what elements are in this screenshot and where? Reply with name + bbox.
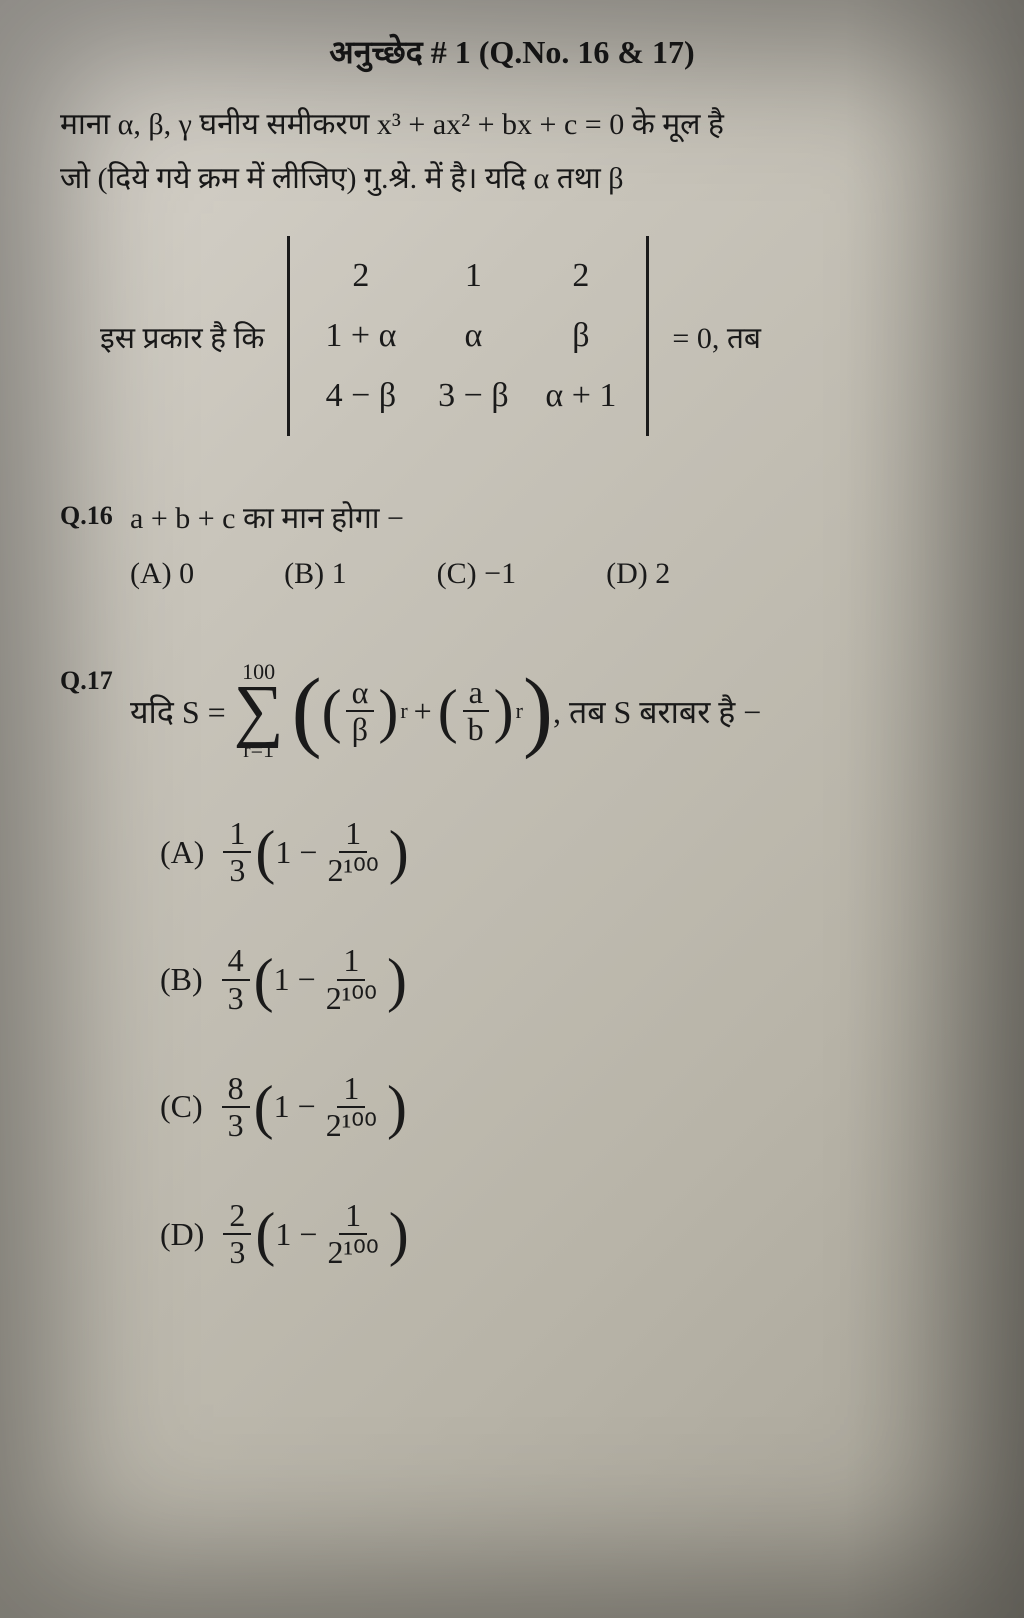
- q17-opt-d-label: (D): [160, 1216, 204, 1253]
- coef-top: 8: [222, 1071, 250, 1108]
- q16-label: Q.16: [60, 501, 130, 531]
- paren-open: (: [254, 956, 274, 1004]
- one: 1 −: [275, 1216, 317, 1253]
- coef-bot: 3: [223, 1235, 251, 1270]
- cell-r1c1: 2: [352, 257, 369, 295]
- q16-option-b: (B) 1: [284, 557, 347, 591]
- inner-bot: 2¹⁰⁰: [320, 981, 383, 1016]
- q17-opt-c-label: (C): [160, 1088, 203, 1125]
- paren-close: ): [389, 828, 409, 876]
- inner-bot: 2¹⁰⁰: [320, 1108, 383, 1143]
- big-paren-open: (: [292, 675, 322, 747]
- cell-r3c1: 4 − β: [326, 377, 396, 415]
- q16-option-a: (A) 0: [130, 557, 194, 591]
- q17-opt-a-label: (A): [160, 834, 204, 871]
- med-paren-open-1: (: [322, 687, 342, 735]
- q17-formula: यदि S = 100 ∑ r=1 ( ( α β ) r + ( a b ) …: [130, 661, 964, 761]
- q17-opt-d-coef: 2 3: [223, 1198, 251, 1270]
- paren-open: (: [255, 828, 275, 876]
- coef-bot: 3: [222, 981, 250, 1016]
- q17-option-c: (C) 8 3 ( 1 − 1 2¹⁰⁰ ): [160, 1071, 964, 1143]
- frac2-top: a: [463, 675, 489, 712]
- q17-option-b: (B) 4 3 ( 1 − 1 2¹⁰⁰ ): [160, 943, 964, 1015]
- paren-close: ): [389, 1210, 409, 1258]
- paren-close: ): [387, 956, 407, 1004]
- inner-bot: 2¹⁰⁰: [321, 853, 384, 888]
- big-paren-close: ): [523, 675, 553, 747]
- med-paren-open-2: (: [438, 687, 458, 735]
- q17-opt-d-inner: 1 2¹⁰⁰: [321, 1198, 384, 1270]
- cell-r3c3: α + 1: [545, 377, 616, 415]
- det-left-bar: [287, 236, 290, 436]
- fraction-1: α β: [346, 675, 375, 747]
- one: 1 −: [274, 961, 316, 998]
- q16-options: (A) 0 (B) 1 (C) −1 (D) 2: [130, 557, 964, 591]
- q17-option-d: (D) 2 3 ( 1 − 1 2¹⁰⁰ ): [160, 1198, 964, 1270]
- q17-opt-c-coef: 8 3: [222, 1071, 250, 1143]
- question-16: Q.16 a + b + c का मान होगा − (A) 0 (B) 1…: [60, 496, 964, 591]
- sum-lower: r=1: [243, 739, 274, 761]
- q17-suffix: , तब S बराबर है −: [553, 690, 761, 733]
- det-suffix-text: = 0, तब: [672, 316, 761, 357]
- coef-top: 1: [223, 816, 251, 853]
- intro-line-2: जो (दिये गये क्रम में लीजिए) गु.श्रे. मे…: [60, 162, 624, 195]
- frac1-top: α: [346, 675, 375, 712]
- q16-text: a + b + c का मान होगा −: [130, 496, 964, 537]
- inner-top: 1: [339, 816, 367, 853]
- inner-top: 1: [339, 1198, 367, 1235]
- med-paren-close-1: ): [378, 687, 398, 735]
- q16-option-c: (C) −1: [437, 557, 516, 591]
- summation-block: 100 ∑ r=1: [234, 661, 284, 761]
- coef-bot: 3: [222, 1108, 250, 1143]
- cell-r1c3: 2: [572, 257, 589, 295]
- sigma-icon: ∑: [234, 683, 284, 739]
- determinant-expression: इस प्रकार है कि 2 1 2 1 + α α β 4 − β 3 …: [100, 236, 964, 436]
- fraction-2: a b: [462, 675, 490, 747]
- passage-title: अनुच्छेद # 1 (Q.No. 16 & 17): [60, 30, 964, 73]
- coef-bot: 3: [223, 853, 251, 888]
- cell-r1c2: 1: [465, 257, 482, 295]
- q17-opt-a-coef: 1 3: [223, 816, 251, 888]
- cell-r3c2: 3 − β: [438, 377, 508, 415]
- one: 1 −: [275, 834, 317, 871]
- coef-top: 2: [223, 1198, 251, 1235]
- paren-open: (: [254, 1083, 274, 1131]
- question-17: Q.17 यदि S = 100 ∑ r=1 ( ( α β ) r + ( a…: [60, 661, 964, 1326]
- determinant: 2 1 2 1 + α α β 4 − β 3 − β α + 1: [279, 236, 657, 436]
- paren-close: ): [387, 1083, 407, 1131]
- intro-paragraph: माना α, β, γ घनीय समीकरण x³ + ax² + bx +…: [60, 98, 964, 206]
- inner-bot: 2¹⁰⁰: [321, 1235, 384, 1270]
- intro-line-1: माना α, β, γ घनीय समीकरण x³ + ax² + bx +…: [60, 108, 724, 141]
- inner-top: 1: [337, 943, 365, 980]
- cell-r2c1: 1 + α: [325, 317, 396, 355]
- exponent-1: r: [400, 698, 407, 724]
- med-paren-close-2: ): [494, 687, 514, 735]
- q17-opt-b-label: (B): [160, 961, 203, 998]
- q17-opt-b-coef: 4 3: [222, 943, 250, 1015]
- q17-opt-c-inner: 1 2¹⁰⁰: [320, 1071, 383, 1143]
- q17-opt-b-inner: 1 2¹⁰⁰: [320, 943, 383, 1015]
- matrix-grid: 2 1 2 1 + α α β 4 − β 3 − β α + 1: [298, 246, 638, 426]
- exponent-2: r: [516, 698, 523, 724]
- coef-top: 4: [222, 943, 250, 980]
- one: 1 −: [274, 1088, 316, 1125]
- frac1-bot: β: [346, 712, 374, 747]
- q17-opt-a-inner: 1 2¹⁰⁰: [321, 816, 384, 888]
- paren-open: (: [255, 1210, 275, 1258]
- plus-sign: +: [414, 693, 432, 730]
- cell-r2c3: β: [572, 317, 589, 355]
- det-right-bar: [646, 236, 649, 436]
- frac2-bot: b: [462, 712, 490, 747]
- q17-option-a: (A) 1 3 ( 1 − 1 2¹⁰⁰ ): [160, 816, 964, 888]
- q17-label: Q.17: [60, 666, 130, 696]
- cell-r2c2: α: [464, 317, 482, 355]
- q16-option-d: (D) 2: [606, 557, 670, 591]
- q17-prefix: यदि S =: [130, 690, 226, 733]
- det-prefix-text: इस प्रकार है कि: [100, 316, 264, 357]
- inner-top: 1: [337, 1071, 365, 1108]
